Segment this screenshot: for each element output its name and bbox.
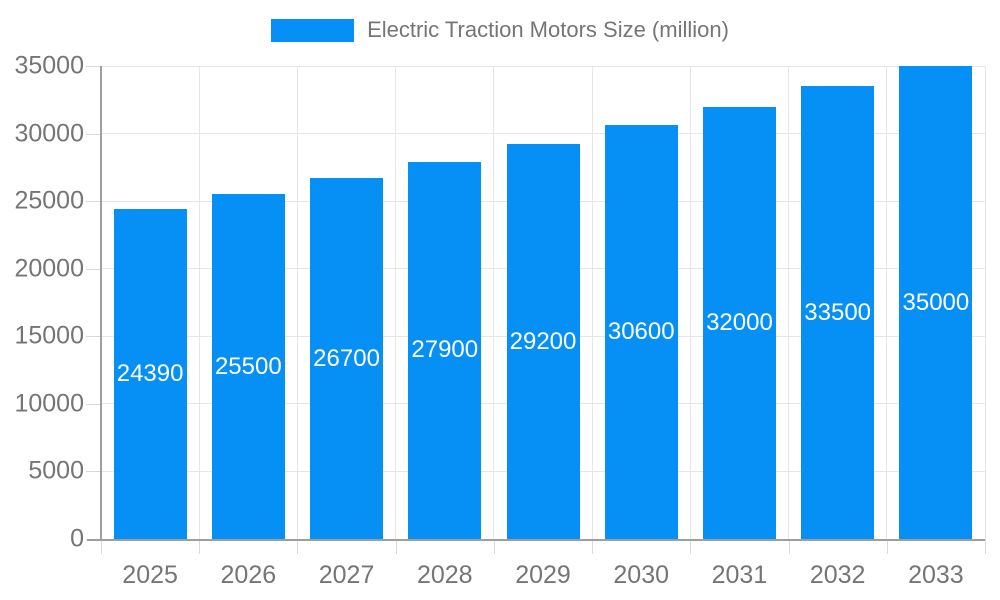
gridline-v — [493, 66, 495, 539]
y-axis-tick-label: 25000 — [14, 186, 84, 215]
bar: 33500 — [801, 86, 875, 539]
x-axis-tick — [788, 539, 790, 554]
bar: 27900 — [408, 161, 482, 539]
y-axis-tick-label: 20000 — [14, 254, 84, 283]
y-axis-tick-label: 35000 — [14, 51, 84, 80]
bar: 29200 — [506, 144, 580, 539]
bar-value-label: 30600 — [607, 318, 675, 346]
y-axis-tick-label: 10000 — [14, 389, 84, 418]
bar: 25500 — [211, 194, 285, 539]
x-axis-tick-label: 2031 — [711, 561, 768, 589]
bar: 24390 — [113, 209, 187, 539]
x-axis-line — [87, 539, 985, 541]
bar-value-label: 33500 — [804, 298, 872, 326]
x-axis-tick-label: 2029 — [515, 561, 571, 589]
x-axis-tick — [985, 539, 986, 554]
x-axis-tick — [101, 539, 102, 554]
gridline-v — [886, 66, 888, 539]
legend-label: Electric Traction Motors Size (million) — [367, 17, 729, 42]
y-axis-tick — [86, 201, 101, 203]
bar: 35000 — [899, 66, 973, 539]
y-axis-tick-label: 5000 — [28, 456, 84, 485]
x-axis-tick — [297, 539, 299, 554]
x-axis-tick-label: 2028 — [416, 561, 473, 589]
y-axis-tick — [86, 66, 101, 67]
bar-value-label: 27900 — [411, 336, 479, 364]
y-axis-tick — [86, 471, 101, 473]
x-axis-tick — [395, 539, 397, 554]
gridline-h — [101, 65, 985, 67]
x-axis-tick — [690, 539, 692, 554]
gridline-v — [788, 66, 790, 539]
gridline-v — [296, 66, 298, 539]
bar: 32000 — [702, 106, 776, 539]
x-axis-tick — [592, 539, 594, 554]
bar-value-label: 32000 — [706, 308, 773, 336]
y-axis-tick-label: 15000 — [14, 321, 84, 350]
bar-value-label: 24390 — [116, 360, 184, 388]
x-axis-tick-label: 2027 — [318, 561, 375, 589]
x-axis-tick-label: 2033 — [908, 561, 964, 589]
bar-value-label: 35000 — [902, 288, 970, 316]
legend-swatch — [271, 18, 355, 42]
plot-area: 24390 25500 26700 27900 29200 30600 32000 33500… — [101, 65, 986, 540]
x-axis-tick-label: 2026 — [220, 561, 277, 589]
gridline-v — [689, 66, 691, 539]
x-axis-tick-label: 2025 — [122, 561, 178, 589]
bar-value-label: 25500 — [214, 352, 282, 380]
x-axis-tick-label: 2032 — [809, 561, 866, 589]
y-axis-tick-label: 30000 — [14, 119, 84, 148]
gridline-v — [984, 66, 986, 539]
x-axis-tick — [886, 539, 888, 554]
x-axis-tick-label: 2030 — [613, 561, 670, 589]
bar: 30600 — [604, 125, 678, 539]
y-axis-tick — [86, 268, 101, 270]
bar-value-label: 26700 — [313, 344, 380, 372]
gridline-h — [101, 133, 985, 135]
bar: 26700 — [310, 178, 384, 539]
y-axis-line — [100, 66, 102, 540]
x-axis-tick — [199, 539, 201, 554]
legend: Electric Traction Motors Size (million) — [0, 17, 1000, 43]
bar-value-label: 29200 — [509, 327, 577, 355]
gridline-v — [591, 66, 593, 539]
y-axis-tick — [86, 403, 101, 405]
gridline-v — [395, 66, 397, 539]
y-axis-tick — [86, 336, 101, 338]
gridline-v — [198, 66, 200, 539]
x-axis-tick — [493, 539, 495, 554]
y-axis-tick-label: 0 — [70, 524, 84, 553]
y-axis-tick — [86, 133, 101, 135]
